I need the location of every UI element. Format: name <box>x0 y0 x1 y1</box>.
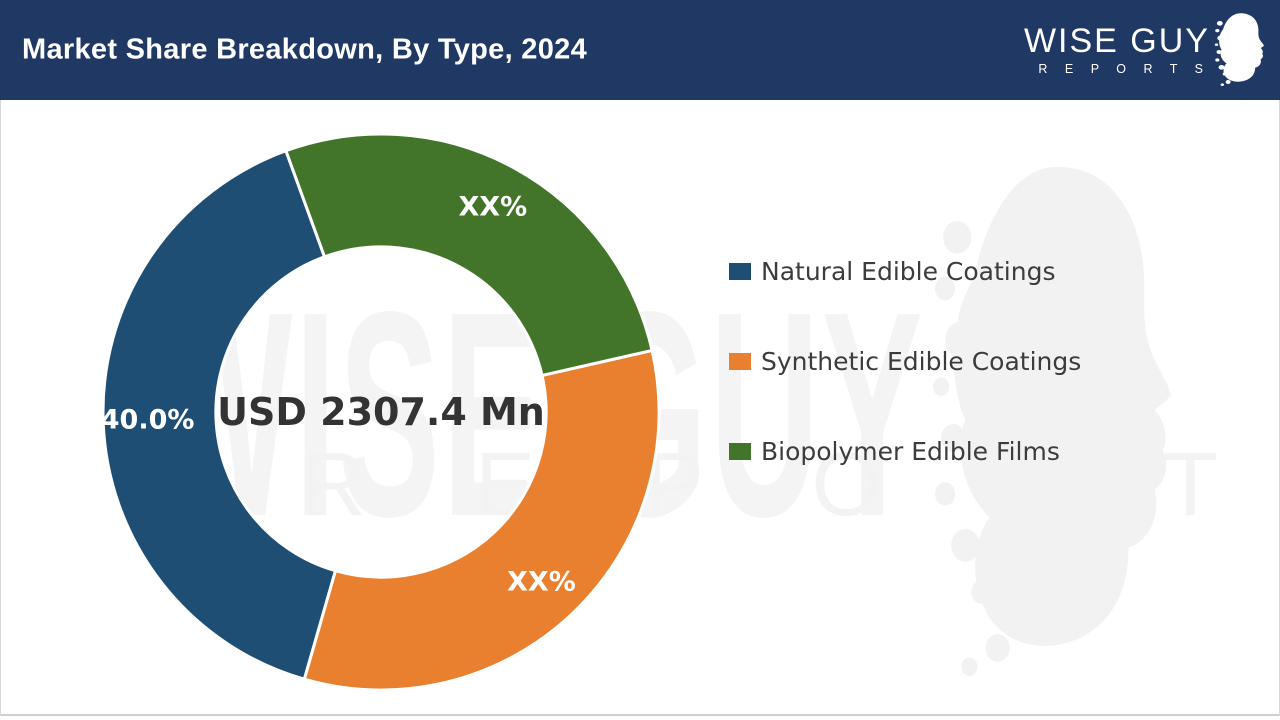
segment-label-1: XX% <box>507 566 576 598</box>
legend-swatch-1 <box>729 352 751 370</box>
legend-swatch-2 <box>729 442 751 460</box>
watermark-face-icon <box>933 166 1171 676</box>
legend-label-2: Biopolymer Edible Films <box>761 436 1060 466</box>
donut-segment-2 <box>283 132 654 378</box>
legend-item: Biopolymer Edible Films <box>729 435 1081 467</box>
brand-logo: WISE GUY R E P O R T S <box>1024 8 1266 92</box>
donut-segment-0 <box>101 148 338 682</box>
brand-wordmark: WISE GUY R E P O R T S <box>1023 21 1210 77</box>
legend-label-0: Natural Edible Coatings <box>761 256 1056 286</box>
donut-chart <box>101 132 661 692</box>
legend-label-1: Synthetic Edible Coatings <box>761 346 1082 376</box>
legend: Natural Edible Coatings Synthetic Edible… <box>729 255 1081 525</box>
content-area: WISE GUY R E P O R T S 40.0% XX% XX% USD… <box>0 100 1280 716</box>
donut-segment-1 <box>302 348 661 692</box>
brand-subtitle: R E P O R T S <box>1038 62 1210 77</box>
legend-swatch-0 <box>729 262 751 280</box>
face-profile-icon <box>1214 13 1264 86</box>
brand-name: WISE GUY <box>1023 21 1210 60</box>
header-bar: Market Share Breakdown, By Type, 2024 WI… <box>0 0 1280 100</box>
legend-item: Natural Edible Coatings <box>729 255 1081 287</box>
segment-label-2: XX% <box>458 191 528 223</box>
center-value: USD 2307.4 Mn <box>217 390 545 434</box>
page-title: Market Share Breakdown, By Type, 2024 <box>22 33 588 66</box>
legend-item: Synthetic Edible Coatings <box>729 345 1081 377</box>
segment-label-0: 40.0% <box>100 404 195 436</box>
